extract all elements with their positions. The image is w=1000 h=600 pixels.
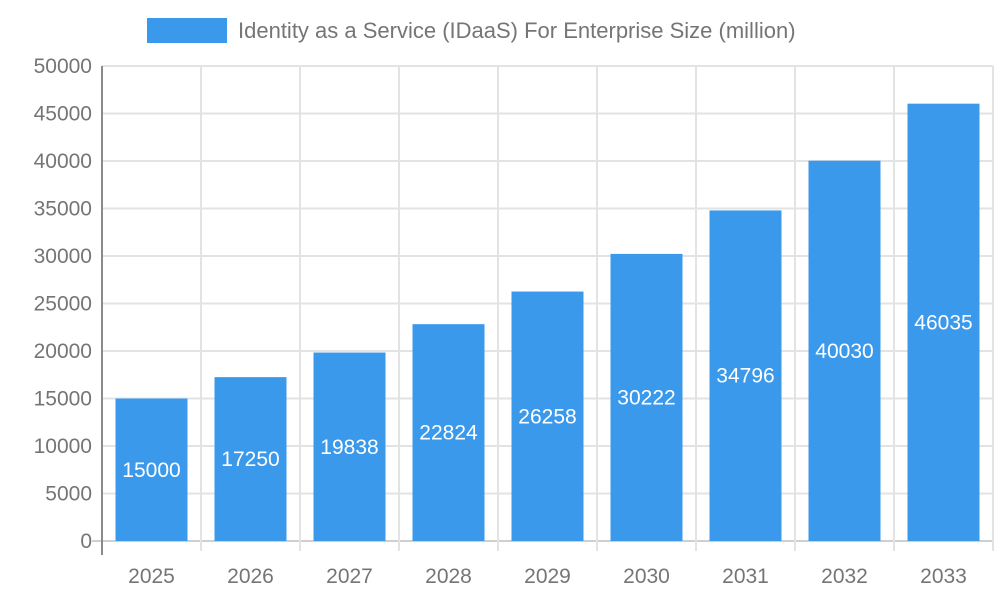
y-axis-tick-label: 35000 <box>34 198 92 221</box>
bar-value-label: 26258 <box>518 405 576 428</box>
bar-value-label: 34796 <box>716 365 774 388</box>
y-axis-tick-label: 25000 <box>34 293 92 316</box>
chart-legend: Identity as a Service (IDaaS) For Enterp… <box>147 18 796 43</box>
bar-value-label: 30222 <box>617 386 675 409</box>
y-axis-tick-label: 50000 <box>34 55 92 78</box>
bar[interactable] <box>610 253 683 542</box>
y-axis-tick-label: 40000 <box>34 150 92 173</box>
bar-value-label: 19838 <box>320 436 378 459</box>
y-axis-tick-label: 15000 <box>34 388 92 411</box>
x-axis-tick-label: 2032 <box>821 565 868 588</box>
chart-title: Identity as a Service (IDaaS) For Enterp… <box>238 18 796 43</box>
y-axis-tick-label: 20000 <box>34 340 92 363</box>
bar[interactable] <box>907 103 980 541</box>
legend-swatch <box>147 18 227 43</box>
x-axis-tick-label: 2026 <box>227 565 274 588</box>
bar-value-label: 40030 <box>815 340 873 363</box>
bar-value-label: 22824 <box>419 422 478 445</box>
bar[interactable] <box>412 324 485 541</box>
x-axis-tick-label: 2025 <box>128 565 175 588</box>
bar[interactable] <box>808 160 881 541</box>
y-axis-tick-label: 30000 <box>34 245 92 268</box>
bar[interactable] <box>313 352 386 541</box>
y-axis-tick-label: 10000 <box>34 435 92 458</box>
bar[interactable] <box>709 210 782 542</box>
bar[interactable] <box>214 377 287 541</box>
y-axis-tick-label: 45000 <box>34 103 92 126</box>
x-axis-tick-label: 2033 <box>920 565 967 588</box>
x-axis-tick-label: 2030 <box>623 565 670 588</box>
bar-value-label: 46035 <box>914 311 972 334</box>
x-axis-tick-label: 2029 <box>524 565 571 588</box>
y-axis-tick-label: 0 <box>80 530 92 553</box>
bar[interactable] <box>511 291 584 541</box>
bar-value-label: 17250 <box>221 448 279 471</box>
bar[interactable] <box>115 398 188 542</box>
x-axis-tick-label: 2031 <box>722 565 769 588</box>
x-axis-tick-label: 2027 <box>326 565 373 588</box>
y-axis-tick-label: 5000 <box>45 483 92 506</box>
x-axis-tick-label: 2028 <box>425 565 472 588</box>
bar-value-label: 15000 <box>122 459 180 482</box>
